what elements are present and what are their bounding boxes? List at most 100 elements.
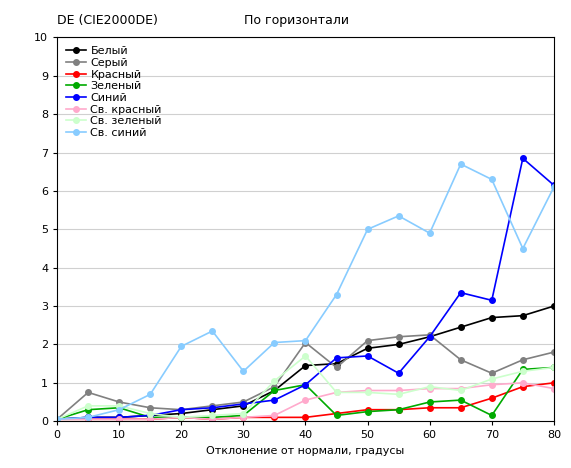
Зеленый — [395, 407, 402, 412]
Св. синий — [271, 340, 278, 345]
Белый — [178, 411, 185, 417]
Св. зеленый — [147, 411, 154, 417]
Синий — [271, 397, 278, 403]
Зеленый — [520, 366, 526, 372]
Серый — [364, 338, 371, 344]
Серый — [488, 371, 495, 376]
Св. зеленый — [333, 389, 340, 395]
Св. синий — [240, 368, 247, 374]
Серый — [395, 334, 402, 340]
Синий — [364, 353, 371, 359]
Синий — [550, 183, 557, 188]
Св. красный — [302, 397, 309, 403]
Белый — [364, 345, 371, 351]
Св. красный — [209, 417, 216, 422]
Серый — [302, 340, 309, 345]
Line: Белый: Белый — [54, 303, 557, 422]
Серый — [54, 417, 61, 422]
Синий — [147, 413, 154, 418]
Красный — [395, 407, 402, 412]
X-axis label: Отклонение от нормали, градусы: Отклонение от нормали, градусы — [206, 446, 405, 456]
Св. зеленый — [520, 368, 526, 374]
Серый — [520, 357, 526, 363]
Line: Красный: Красный — [54, 380, 557, 422]
Зеленый — [364, 409, 371, 415]
Синий — [209, 405, 216, 410]
Белый — [147, 413, 154, 418]
Красный — [116, 417, 123, 422]
Красный — [302, 415, 309, 420]
Зеленый — [333, 413, 340, 418]
Св. синий — [302, 338, 309, 344]
Синий — [520, 155, 526, 161]
Синий — [178, 407, 185, 412]
Красный — [178, 415, 185, 420]
Серый — [147, 405, 154, 410]
Св. красный — [364, 388, 371, 393]
Св. синий — [54, 417, 61, 422]
Белый — [395, 342, 402, 347]
Красный — [426, 405, 433, 410]
Зеленый — [550, 365, 557, 370]
Серый — [457, 357, 464, 363]
Legend: Белый, Серый, Красный, Зеленый, Синий, Св. красный, Св. зеленый, Св. синий: Белый, Серый, Красный, Зеленый, Синий, С… — [63, 43, 165, 141]
Line: Св. синий: Св. синий — [54, 161, 557, 422]
Синий — [85, 415, 91, 420]
Синий — [457, 290, 464, 295]
Св. зеленый — [550, 365, 557, 370]
Line: Синий: Синий — [54, 155, 557, 422]
Св. синий — [178, 344, 185, 349]
Красный — [240, 415, 247, 420]
Красный — [488, 395, 495, 401]
Св. красный — [395, 388, 402, 393]
Св. синий — [333, 292, 340, 297]
Красный — [271, 415, 278, 420]
Св. синий — [457, 161, 464, 167]
Св. красный — [520, 380, 526, 386]
Св. зеленый — [364, 389, 371, 395]
Line: Зеленый: Зеленый — [54, 365, 557, 422]
Серый — [85, 389, 91, 395]
Св. зеленый — [240, 411, 247, 417]
Зеленый — [147, 415, 154, 420]
Красный — [85, 417, 91, 422]
Св. зеленый — [488, 376, 495, 382]
Св. зеленый — [426, 384, 433, 389]
Св. красный — [457, 386, 464, 391]
Белый — [85, 415, 91, 420]
Белый — [550, 303, 557, 309]
Синий — [333, 355, 340, 361]
Белый — [209, 407, 216, 412]
Зеленый — [488, 413, 495, 418]
Синий — [488, 298, 495, 303]
Синий — [426, 334, 433, 340]
Зеленый — [116, 405, 123, 410]
Красный — [147, 417, 154, 422]
Св. синий — [520, 246, 526, 251]
Красный — [550, 380, 557, 386]
Серый — [209, 403, 216, 409]
Св. синий — [147, 392, 154, 397]
Синий — [240, 401, 247, 407]
Красный — [209, 417, 216, 422]
Зеленый — [85, 407, 91, 412]
Св. зеленый — [178, 415, 185, 420]
Св. красный — [271, 413, 278, 418]
Св. синий — [395, 213, 402, 219]
Белый — [333, 361, 340, 366]
Text: По горизонтали: По горизонтали — [244, 14, 349, 27]
Text: DE (CIE2000DE): DE (CIE2000DE) — [57, 14, 158, 27]
Синий — [54, 417, 61, 422]
Зеленый — [426, 399, 433, 405]
Белый — [457, 324, 464, 330]
Зеленый — [209, 415, 216, 420]
Белый — [520, 313, 526, 318]
Зеленый — [271, 388, 278, 393]
Синий — [302, 382, 309, 388]
Белый — [488, 315, 495, 321]
Белый — [271, 388, 278, 393]
Красный — [520, 384, 526, 389]
Синий — [116, 415, 123, 420]
Св. красный — [54, 417, 61, 422]
Св. синий — [85, 415, 91, 420]
